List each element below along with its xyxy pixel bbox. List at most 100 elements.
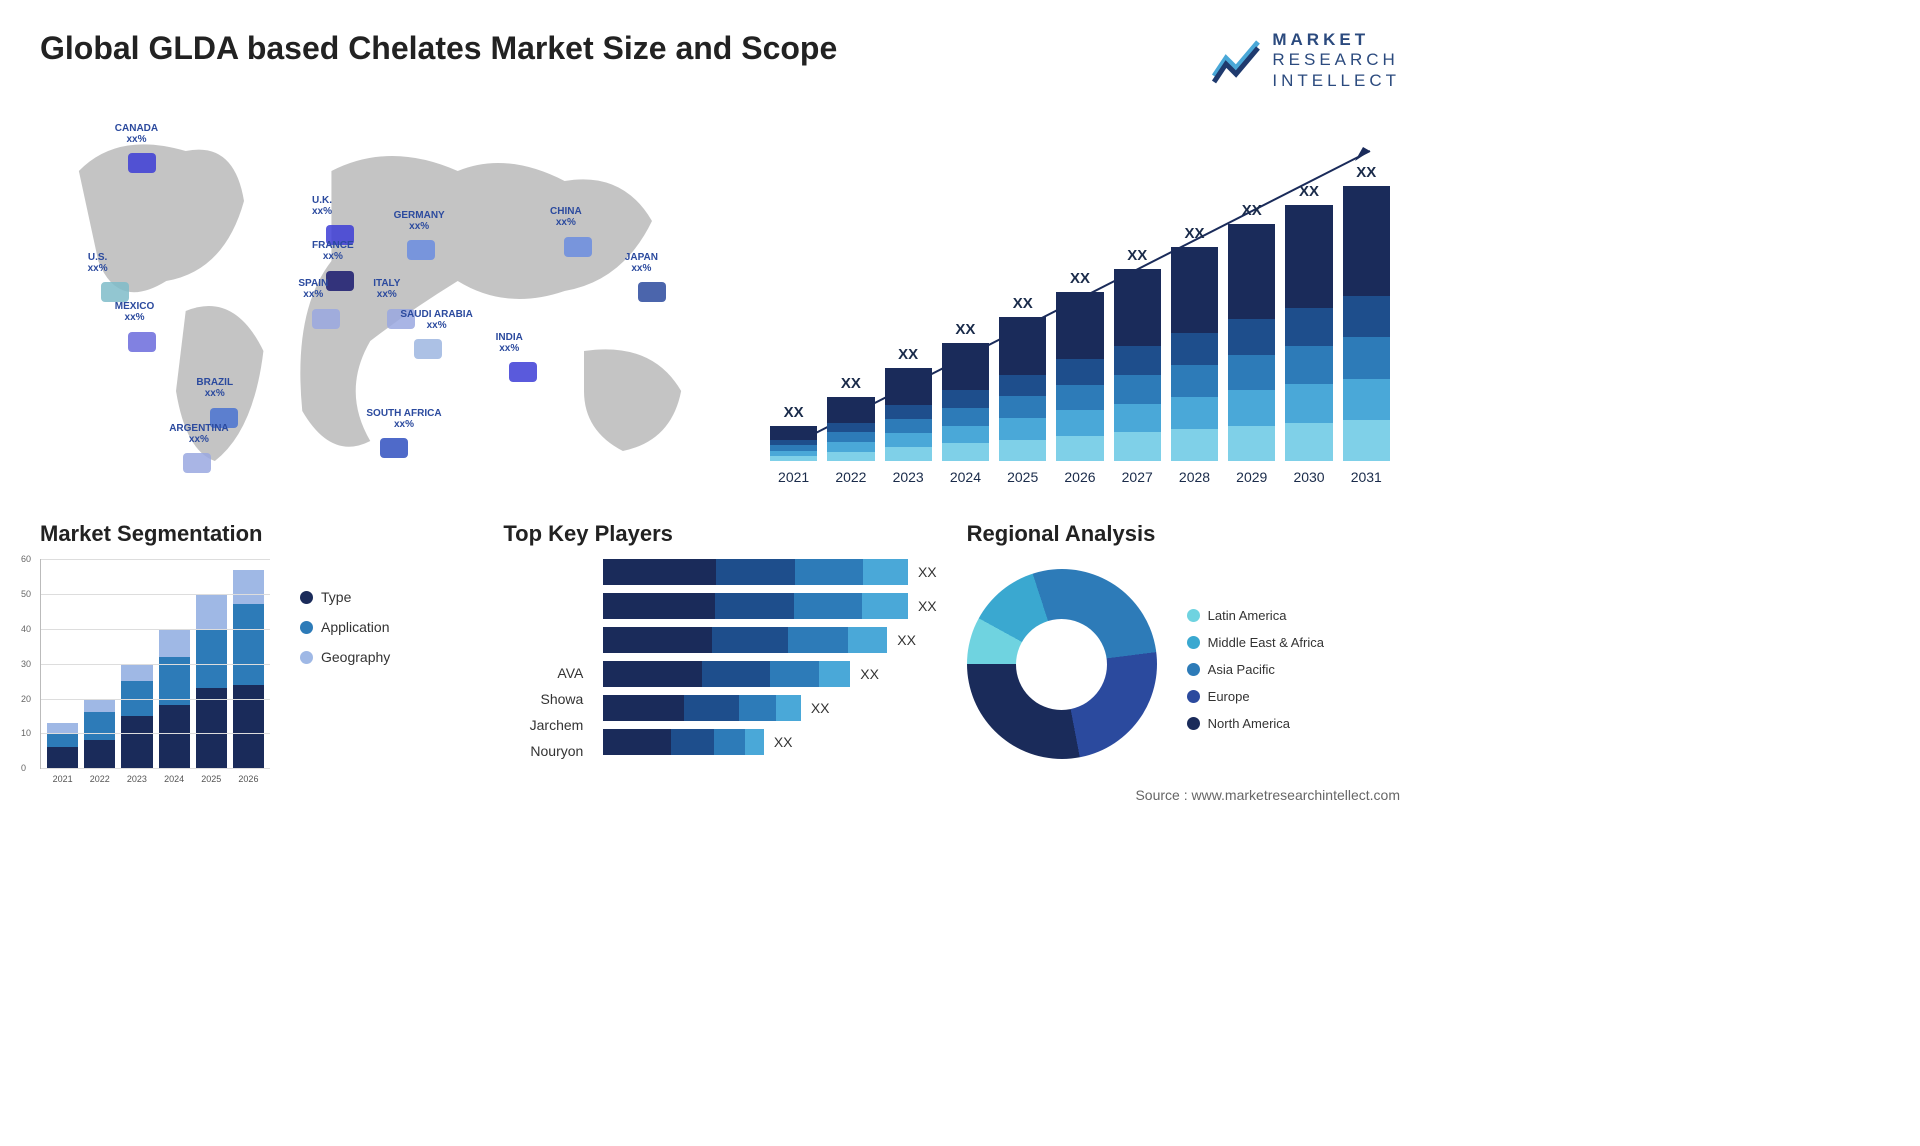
main-bar: XX	[942, 343, 989, 461]
main-bar-label: XX	[1056, 270, 1103, 287]
map-region	[564, 237, 592, 257]
logo-text-2: RESEARCH	[1272, 50, 1400, 70]
seg-bar-seg	[47, 747, 78, 768]
main-bar-seg	[1056, 385, 1103, 410]
main-bar-seg	[1343, 186, 1390, 296]
world-map: CANADAxx%U.S.xx%MEXICOxx%BRAZILxx%ARGENT…	[40, 111, 720, 491]
players-title: Top Key Players	[503, 521, 936, 547]
main-bar-seg	[1343, 337, 1390, 378]
player-bar: XX	[603, 729, 936, 755]
main-bar-seg	[827, 432, 874, 442]
seg-bar-seg	[84, 740, 115, 768]
main-bar-seg	[942, 443, 989, 461]
player-bar-seg	[603, 559, 716, 585]
player-bar-seg	[671, 729, 714, 755]
player-bar-seg	[776, 695, 801, 721]
seg-legend-item: Type	[300, 589, 390, 605]
market-size-chart: XXXXXXXXXXXXXXXXXXXXXX 20212022202320242…	[760, 111, 1400, 491]
main-bar-seg	[942, 426, 989, 444]
main-bar-seg	[1056, 292, 1103, 360]
player-bar-value: XX	[897, 632, 916, 648]
main-xaxis-year: 2028	[1171, 469, 1218, 485]
player-bar-seg	[848, 627, 888, 653]
seg-bar-seg	[47, 723, 78, 733]
donut-legend-item: Middle East & Africa	[1187, 635, 1324, 650]
main-bar-seg	[885, 447, 932, 461]
player-bar-track	[603, 695, 801, 721]
main-bar-seg	[827, 452, 874, 462]
main-bar-seg	[1171, 247, 1218, 333]
seg-bar	[47, 723, 78, 768]
segmentation-title: Market Segmentation	[40, 521, 473, 547]
map-label: ARGENTINAxx%	[169, 423, 228, 445]
main-bar-seg	[1228, 355, 1275, 391]
seg-bar-seg	[121, 716, 152, 768]
regional-donut-chart	[967, 569, 1157, 759]
seg-ytick: 10	[21, 728, 31, 738]
main-bar-seg	[1114, 432, 1161, 461]
player-bar: XX	[603, 593, 936, 619]
regional-title: Regional Analysis	[967, 521, 1400, 547]
main-bar-seg	[885, 419, 932, 433]
player-bar-seg	[712, 627, 789, 653]
main-bar-seg	[827, 423, 874, 433]
seg-bar-seg	[233, 570, 264, 605]
regional-legend: Latin AmericaMiddle East & AfricaAsia Pa…	[1187, 598, 1324, 731]
map-region	[638, 282, 666, 302]
main-bar-seg	[1228, 319, 1275, 355]
main-bar-label: XX	[1343, 164, 1390, 181]
main-bar-seg	[999, 375, 1046, 397]
main-bar-label: XX	[942, 321, 989, 338]
main-bar-seg	[1114, 346, 1161, 375]
map-region	[101, 282, 129, 302]
player-bar-track	[603, 661, 850, 687]
map-label: SOUTH AFRICAxx%	[366, 408, 441, 430]
main-bar-seg	[885, 405, 932, 419]
seg-bar	[233, 570, 264, 769]
legend-dot-icon	[1187, 609, 1200, 622]
player-bar-seg	[770, 661, 819, 687]
player-bar-seg	[684, 695, 740, 721]
map-region	[183, 453, 211, 473]
main-bar: XX	[1285, 205, 1332, 461]
player-bar-value: XX	[774, 734, 793, 750]
legend-dot-icon	[1187, 636, 1200, 649]
player-label: Jarchem	[503, 717, 583, 733]
player-bar-seg	[715, 593, 795, 619]
seg-bar-seg	[121, 664, 152, 681]
player-bar: XX	[603, 695, 936, 721]
map-label: SAUDI ARABIAxx%	[400, 309, 472, 331]
seg-bar-seg	[159, 705, 190, 768]
main-xaxis-year: 2030	[1285, 469, 1332, 485]
map-label: CHINAxx%	[550, 206, 582, 228]
main-bar-seg	[1056, 359, 1103, 384]
map-label: ITALYxx%	[373, 278, 400, 300]
seg-gridline	[41, 629, 270, 630]
player-bar-seg	[714, 729, 745, 755]
seg-bar-seg	[233, 685, 264, 769]
main-bar-seg	[1285, 308, 1332, 346]
players-chart: XXXXXXXXXXXX	[603, 559, 936, 769]
main-bar: XX	[1171, 247, 1218, 461]
legend-dot-icon	[300, 591, 313, 604]
donut-hole	[1016, 619, 1107, 710]
players-panel: Top Key Players AVAShowaJarchemNouryon X…	[503, 521, 936, 769]
player-bar-value: XX	[918, 598, 937, 614]
player-bar-seg	[794, 593, 862, 619]
map-label: U.S.xx%	[88, 252, 108, 274]
map-region	[312, 309, 340, 329]
seg-xaxis-year: 2024	[159, 774, 190, 784]
player-bar-seg	[702, 661, 770, 687]
main-bar-seg	[1114, 404, 1161, 433]
legend-dot-icon	[1187, 663, 1200, 676]
brand-logo: MARKET RESEARCH INTELLECT	[1212, 30, 1400, 91]
main-bar-seg	[1171, 333, 1218, 365]
main-bar-seg	[1285, 384, 1332, 422]
map-label: SPAINxx%	[298, 278, 328, 300]
main-bar-seg	[1285, 205, 1332, 307]
seg-gridline	[41, 559, 270, 560]
player-bar-seg	[863, 559, 908, 585]
seg-xaxis-year: 2025	[196, 774, 227, 784]
seg-gridline	[41, 768, 270, 769]
donut-legend-label: Middle East & Africa	[1208, 635, 1324, 650]
